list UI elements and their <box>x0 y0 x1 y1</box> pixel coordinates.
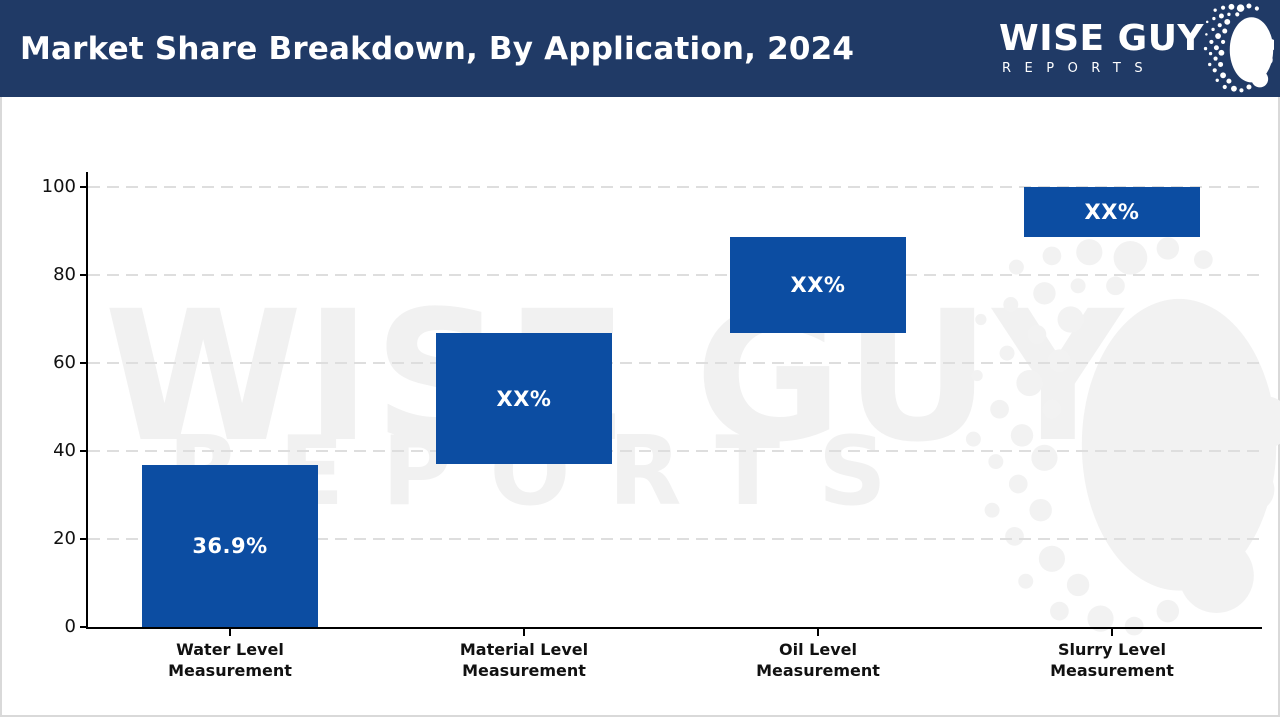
y-tick <box>80 626 88 628</box>
x-tick <box>523 629 525 636</box>
bar-value-label: XX% <box>790 272 846 297</box>
gridline <box>88 538 1262 540</box>
y-tick-label: 40 <box>53 440 76 461</box>
wiseguy-logo: WISE GUY REPORTS <box>999 0 1274 97</box>
header: Market Share Breakdown, By Application, … <box>0 0 1280 97</box>
bar: 36.9% <box>142 464 318 627</box>
y-tick <box>80 362 88 364</box>
gridline <box>88 362 1262 364</box>
y-axis <box>86 172 88 629</box>
gridline <box>88 450 1262 452</box>
gridline <box>88 274 1262 276</box>
bar: XX% <box>730 236 906 334</box>
bar-value-label: XX% <box>1084 199 1140 224</box>
y-tick-label: 80 <box>53 264 76 285</box>
logo-wordmark: WISE GUY <box>998 18 1204 59</box>
y-tick-label: 0 <box>64 616 76 637</box>
category-label: Water Level Measurement <box>168 640 292 680</box>
gridline <box>88 186 1262 188</box>
logo-subtitle: REPORTS <box>1001 61 1157 76</box>
bar: XX% <box>436 333 612 465</box>
y-tick <box>80 538 88 540</box>
watermark-face <box>965 237 1280 636</box>
y-tick-label: 100 <box>41 176 76 197</box>
x-tick <box>1111 629 1113 636</box>
x-tick <box>817 629 819 636</box>
y-tick-label: 60 <box>53 352 76 373</box>
y-tick-label: 20 <box>53 528 76 549</box>
y-tick <box>80 186 88 188</box>
y-tick <box>80 450 88 452</box>
bar-value-label: XX% <box>496 386 552 411</box>
x-tick <box>229 629 231 636</box>
page-title: Market Share Breakdown, By Application, … <box>20 30 855 67</box>
y-tick <box>80 274 88 276</box>
bar: XX% <box>1024 187 1200 237</box>
logo-text: WISE GUY REPORTS <box>998 18 1204 77</box>
x-axis <box>86 627 1262 629</box>
category-label: Material Level Measurement <box>459 640 589 680</box>
bar-value-label: 36.9% <box>192 533 268 558</box>
category-label: Slurry Level Measurement <box>1050 640 1174 680</box>
dot-face-icon <box>1203 3 1274 92</box>
category-label: Oil Level Measurement <box>756 640 880 680</box>
